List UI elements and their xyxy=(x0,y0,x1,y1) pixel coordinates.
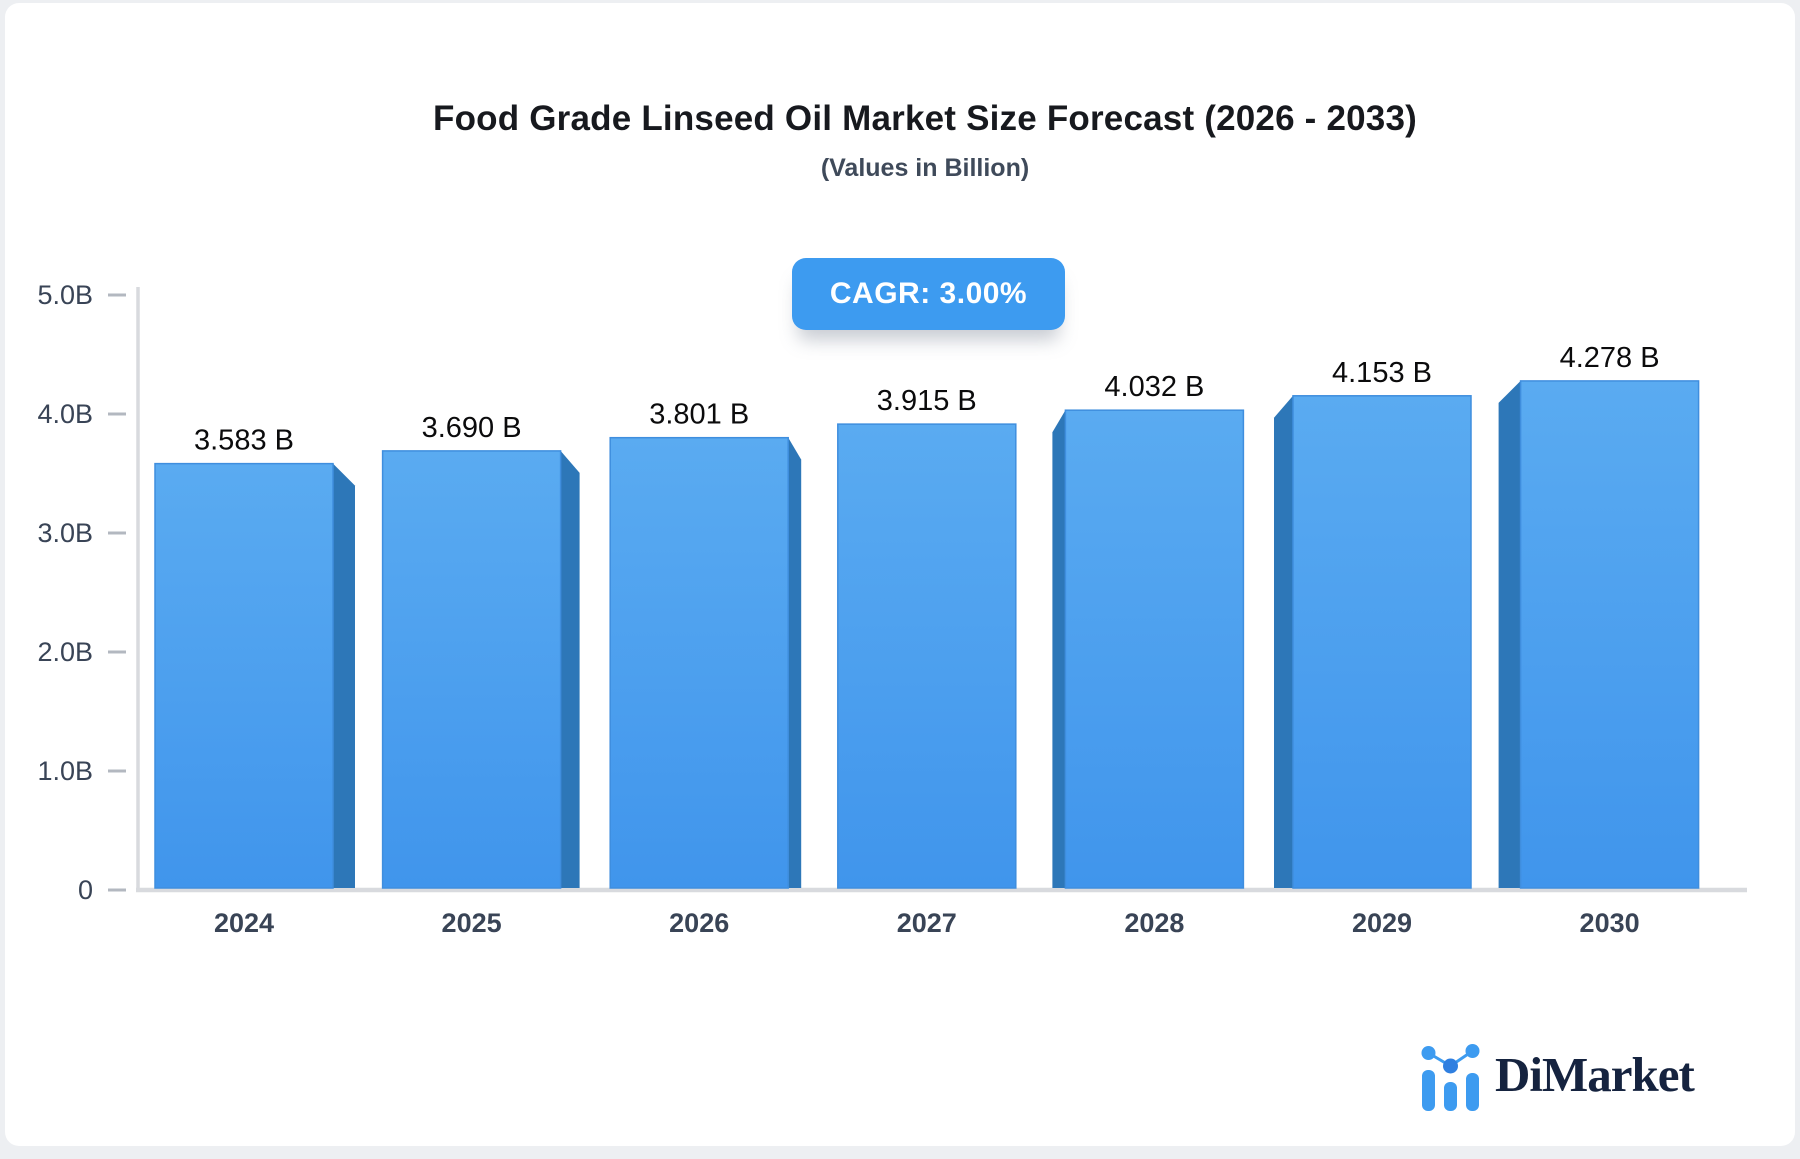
bar-value-label: 3.801 B xyxy=(649,399,749,431)
x-category-label: 2029 xyxy=(1352,908,1412,938)
bar-side xyxy=(560,450,580,888)
bar-value-label: 4.278 B xyxy=(1560,342,1660,374)
y-tick-label: 0 xyxy=(78,875,93,905)
brand-logo: DiMarket xyxy=(1421,1041,1695,1113)
y-tick-label: 3.0B xyxy=(37,518,93,548)
y-tick-label: 1.0B xyxy=(37,756,93,786)
x-category-label: 2030 xyxy=(1580,908,1640,938)
bar-2026 xyxy=(609,436,789,889)
chart-subtitle: (Values in Billion) xyxy=(820,154,1030,182)
bar-side xyxy=(1274,395,1293,888)
bar-value-label: 3.583 B xyxy=(194,425,294,457)
bar-2027 xyxy=(837,423,1017,889)
x-category-label: 2025 xyxy=(442,908,502,938)
bar-value-label: 3.690 B xyxy=(422,412,522,444)
bar-2028 xyxy=(1064,409,1245,889)
bar-2029 xyxy=(1292,395,1472,889)
chart-header: Food Grade Linseed Oil Market Size Forec… xyxy=(65,3,1785,183)
bar-value-label: 4.153 B xyxy=(1332,357,1432,389)
bar-side xyxy=(1052,410,1066,888)
x-category-label: 2028 xyxy=(1124,908,1184,938)
x-category-label: 2026 xyxy=(669,908,729,938)
bar-side xyxy=(333,463,355,888)
brand-name: DiMarket xyxy=(1495,1046,1695,1102)
y-tick-label: 5.0B xyxy=(37,280,93,310)
y-tick-label: 2.0B xyxy=(37,637,93,667)
y-tick-label: 4.0B xyxy=(37,399,93,429)
x-category-label: 2024 xyxy=(214,908,274,938)
bar-2030 xyxy=(1519,380,1700,889)
x-category-label: 2027 xyxy=(897,908,957,938)
bar-side xyxy=(788,437,802,888)
cagr-badge: CAGR: 3.00% xyxy=(792,258,1065,330)
bar-value-label: 3.915 B xyxy=(877,385,977,417)
dimarket-logo-icon xyxy=(1421,1041,1481,1113)
bar-side xyxy=(1498,380,1521,888)
chart-card: Food Grade Linseed Oil Market Size Forec… xyxy=(5,3,1795,1146)
bar-2025 xyxy=(381,450,562,889)
bar-value-label: 4.032 B xyxy=(1104,371,1204,403)
bar-2024 xyxy=(154,462,334,889)
chart-title: Food Grade Linseed Oil Market Size Forec… xyxy=(433,99,1417,138)
